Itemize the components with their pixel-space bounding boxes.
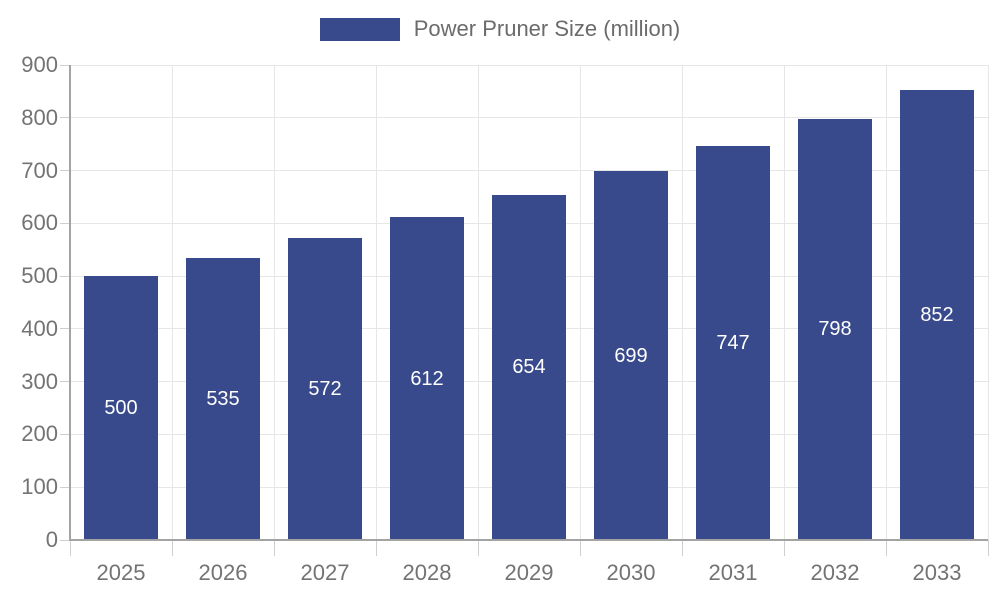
y-axis-tick-label: 300 (21, 368, 58, 394)
x-axis-tick-mark (579, 540, 581, 556)
y-axis-tick-mark (60, 381, 70, 383)
y-axis-line (69, 65, 71, 540)
gridline-vertical (579, 65, 581, 540)
bar-value-label: 612 (410, 367, 444, 390)
y-axis-tick-mark (60, 222, 70, 224)
y-axis-tick-label: 0 (45, 527, 58, 552)
legend-swatch (319, 17, 400, 41)
bar-value-label: 535 (206, 387, 240, 410)
gridline-vertical (783, 65, 785, 540)
bar-value-label: 572 (308, 378, 342, 401)
x-axis-tick-label: 2026 (198, 560, 248, 585)
y-axis-tick-mark (60, 328, 70, 330)
x-axis-tick-mark (375, 540, 377, 556)
x-axis-tick-label: 2028 (402, 560, 452, 585)
x-axis-tick-mark (987, 540, 989, 556)
y-axis-tick-mark (60, 486, 70, 488)
gridline-vertical (273, 65, 275, 540)
y-axis-tick-mark (60, 64, 70, 66)
y-axis-tick-label: 800 (21, 104, 58, 130)
gridline-horizontal (70, 117, 988, 119)
bar-value-label: 798 (818, 318, 852, 341)
x-axis-tick-label: 2033 (912, 560, 962, 585)
bar-value-label: 500 (104, 397, 138, 420)
x-axis-tick-mark (681, 540, 683, 556)
y-axis-tick-mark (60, 275, 70, 277)
x-axis-tick-label: 2027 (300, 560, 350, 585)
bar-value-label: 699 (614, 344, 648, 367)
x-axis-tick-label: 2032 (810, 560, 860, 585)
plot-area: 500 535 572 612 654 699 747 798 852 (70, 64, 989, 540)
y-axis-tick-label: 100 (21, 474, 58, 500)
bar-value-label: 852 (920, 304, 954, 327)
x-axis-tick-label: 2030 (606, 560, 656, 585)
gridline-vertical (375, 65, 377, 540)
legend[interactable]: Power Pruner Size (million) (0, 14, 1000, 44)
y-axis-tick-label: 200 (21, 421, 58, 447)
x-axis-tick-label: 2025 (96, 560, 146, 585)
gridline-vertical (477, 65, 479, 540)
x-axis-tick-mark (885, 540, 887, 556)
x-axis-tick-mark (783, 540, 785, 556)
gridline-vertical (171, 65, 173, 540)
y-axis-tick-label: 600 (21, 210, 58, 236)
gridline-horizontal (70, 170, 988, 172)
y-axis-tick-label: 500 (21, 263, 58, 289)
bar-value-label: 747 (716, 331, 750, 354)
gridline-vertical (987, 65, 989, 540)
gridline-vertical (885, 65, 887, 540)
x-axis-tick-label: 2031 (708, 560, 758, 585)
y-axis-tick-label: 700 (21, 157, 58, 183)
bar-2027[interactable] (288, 238, 362, 540)
y-axis-tick-label: 900 (21, 52, 58, 77)
gridline-vertical (681, 65, 683, 540)
legend-label: Power Pruner Size (million) (413, 16, 681, 41)
y-axis-tick-mark (60, 170, 70, 172)
x-axis-tick-label: 2029 (504, 560, 554, 585)
y-axis-tick-mark (60, 433, 70, 435)
bar-2030[interactable] (594, 171, 668, 540)
bar-value-label: 654 (512, 356, 546, 379)
bar-2032[interactable] (798, 118, 872, 540)
y-axis-tick-label: 400 (21, 315, 58, 341)
x-axis-tick-mark (477, 540, 479, 556)
x-axis-tick-mark (273, 540, 275, 556)
x-axis-tick-mark (171, 540, 173, 556)
bar-2026[interactable] (186, 257, 260, 540)
y-axis-tick-mark (60, 117, 70, 119)
bar-2031[interactable] (696, 145, 770, 540)
y-axis-tick-mark (60, 539, 70, 541)
x-axis-tick-mark (69, 540, 71, 556)
bar-2029[interactable] (492, 194, 566, 540)
bar-2028[interactable] (390, 217, 464, 540)
gridline-horizontal (70, 64, 988, 66)
bar-2033[interactable] (900, 90, 974, 540)
x-axis-line (69, 539, 988, 541)
bar-2025[interactable] (84, 276, 158, 540)
